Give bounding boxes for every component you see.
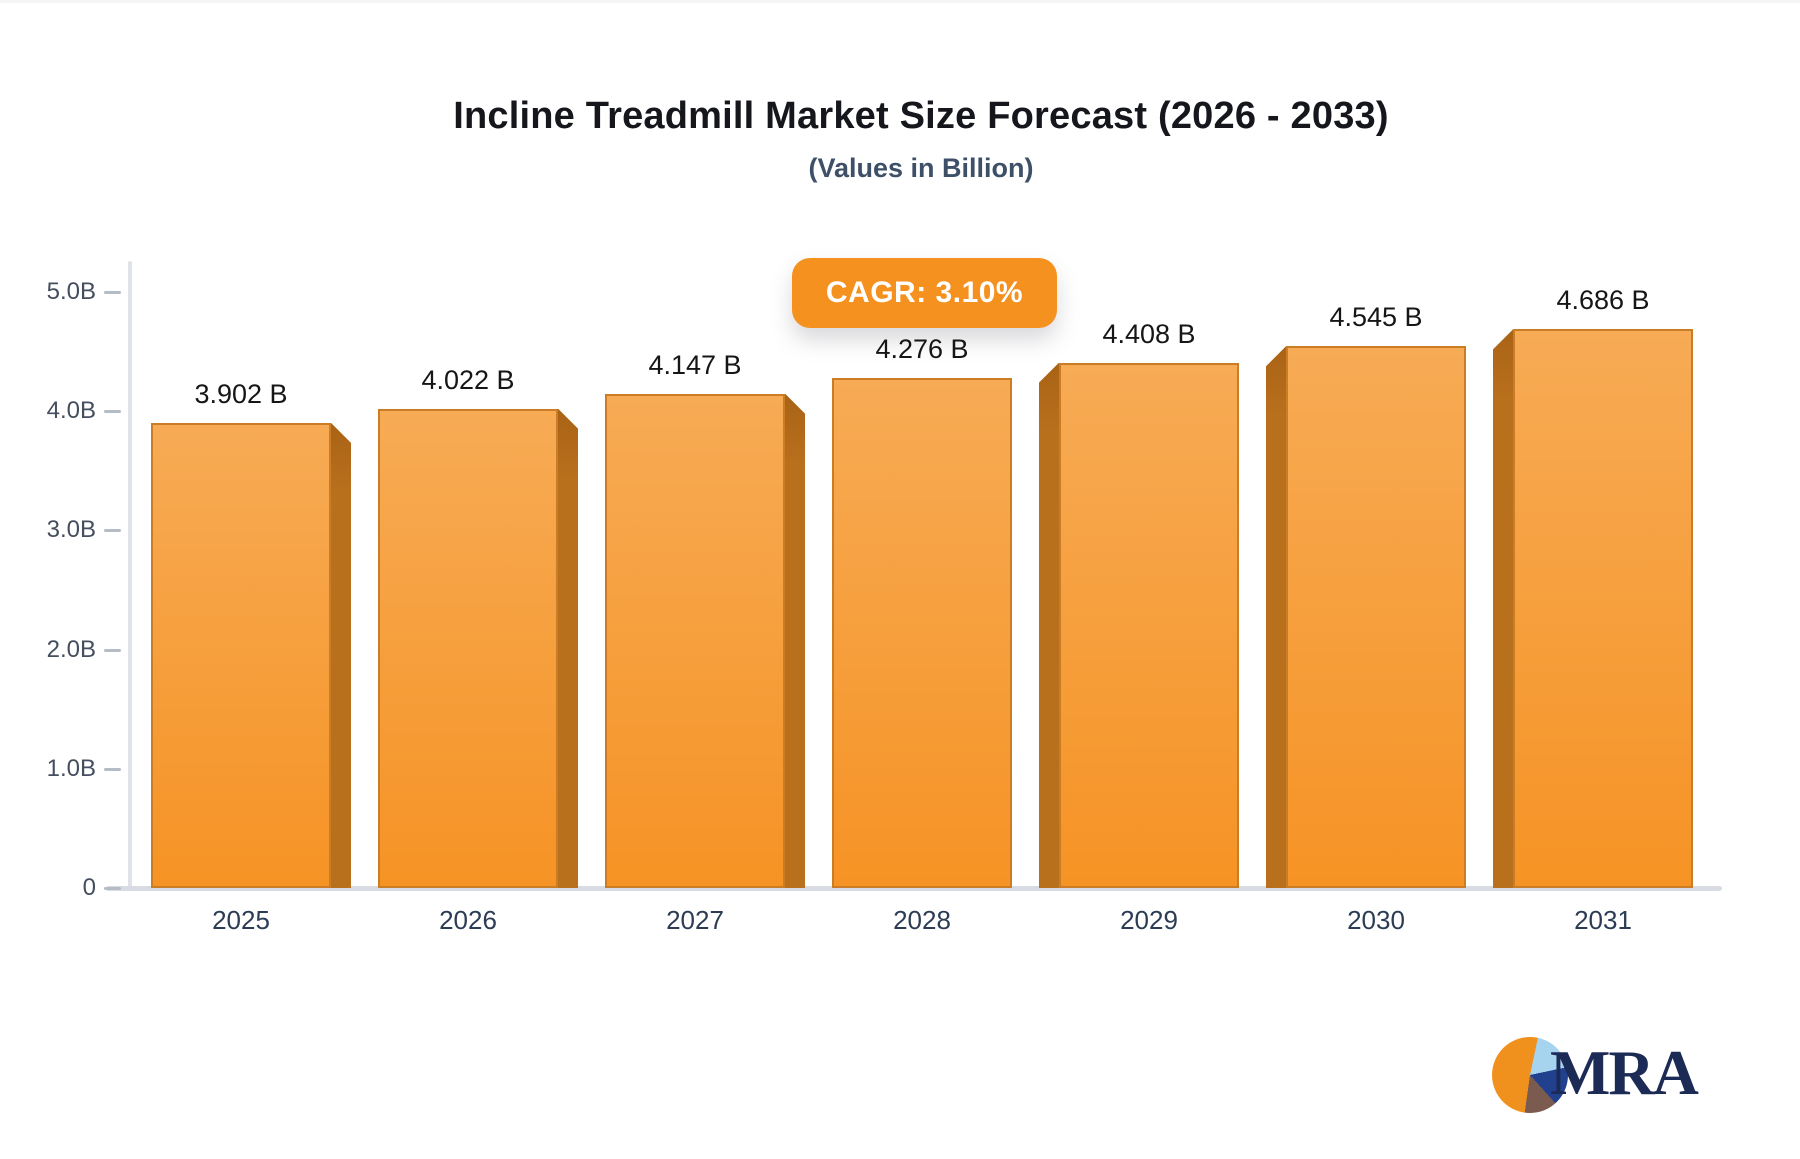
y-axis-tick-label: 5.0B (46, 278, 96, 305)
bar-3d-side (331, 422, 351, 888)
y-axis-tick-mark (104, 529, 121, 533)
x-axis-label: 2030 (1347, 905, 1405, 935)
pie-chart-logo-icon (1492, 1037, 1568, 1113)
bar-value-label: 4.408 B (1102, 318, 1196, 349)
y-axis-tick-label: 2.0B (46, 635, 96, 663)
bar-value-label: 4.276 B (875, 334, 969, 365)
bar-value-label: 3.902 B (194, 378, 288, 409)
cagr-badge-label: CAGR: 3.10% (825, 276, 1024, 309)
bar-3d-side (1039, 362, 1059, 888)
x-axis-label: 2026 (439, 905, 497, 935)
bar-2031 (1513, 329, 1693, 888)
bar-value-label: 4.686 B (1556, 285, 1650, 316)
y-axis-line (128, 261, 132, 888)
bar-value-label: 4.022 B (421, 364, 515, 395)
x-axis-label: 2025 (212, 905, 270, 935)
bar-3d-side (1266, 346, 1286, 888)
bar-2029 (1059, 362, 1239, 888)
x-axis-label: 2029 (1120, 905, 1178, 935)
bar-2025 (151, 422, 331, 888)
y-axis-tick-mark (104, 767, 121, 771)
bar-2027 (605, 393, 785, 888)
chart-title: Incline Treadmill Market Size Forecast (… (453, 95, 1389, 137)
x-axis-label: 2031 (1574, 905, 1632, 935)
mra-logo: MRA (1492, 1033, 1722, 1113)
y-axis-tick-label: 0 (82, 874, 96, 901)
bar-value-label: 4.147 B (648, 349, 742, 380)
y-axis-tick-mark (104, 887, 121, 890)
bar-3d-side (1493, 329, 1513, 888)
cagr-badge: CAGR: 3.10% (792, 258, 1057, 328)
y-axis-tick-mark (104, 410, 121, 414)
x-axis-label: 2028 (893, 905, 951, 935)
bar-2028 (832, 378, 1012, 888)
x-axis-baseline (106, 886, 1722, 891)
y-axis-tick-mark (104, 291, 121, 294)
bar-2026 (378, 408, 558, 888)
bar-3d-side (558, 408, 578, 888)
y-axis-tick-label: 4.0B (46, 397, 96, 425)
bar-value-label: 4.545 B (1329, 302, 1423, 333)
logo-text: MRA (1550, 1037, 1699, 1108)
y-axis-tick-label: 3.0B (46, 516, 96, 544)
y-axis-tick-mark (104, 648, 121, 652)
bar-2030 (1286, 346, 1466, 888)
y-axis-tick-label: 1.0B (46, 754, 96, 782)
x-axis-label: 2027 (666, 905, 724, 935)
chart-subtitle: (Values in Billion) (808, 153, 1034, 183)
bar-3d-side (785, 393, 805, 888)
